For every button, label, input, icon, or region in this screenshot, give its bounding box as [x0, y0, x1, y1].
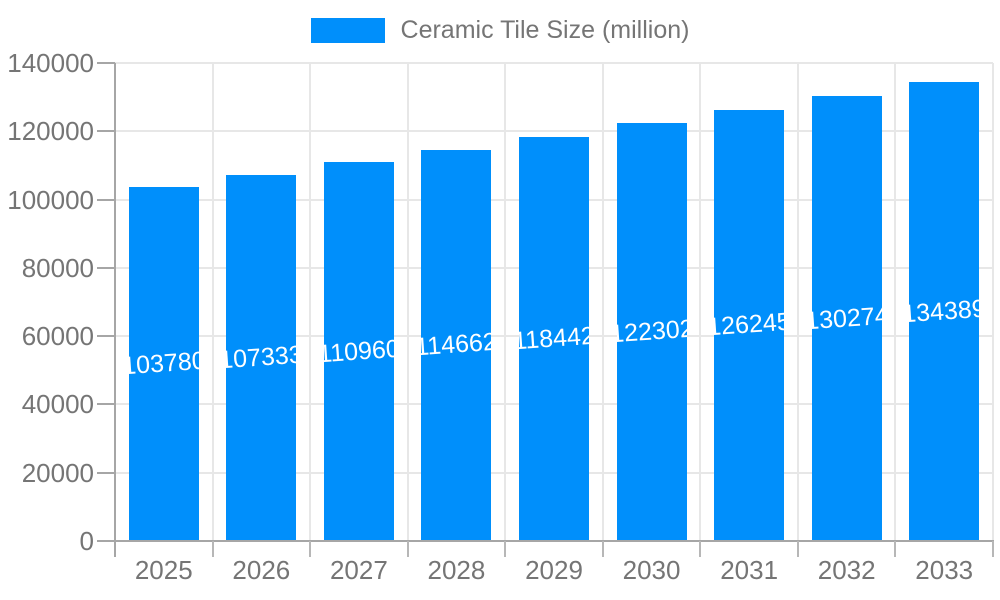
y-axis-tick	[97, 62, 115, 64]
x-axis-tick	[406, 541, 409, 557]
y-axis-tick-label: 20000	[21, 457, 94, 488]
x-axis-tick	[796, 541, 799, 557]
v-gridline	[504, 63, 507, 541]
v-gridline	[601, 63, 604, 541]
bar-2032: 130274	[811, 96, 882, 541]
h-gridline	[115, 130, 993, 133]
x-axis-line	[114, 540, 994, 542]
x-axis-tick	[211, 541, 214, 557]
bar-2028: 114662	[421, 149, 492, 541]
bar-2031: 126245	[714, 109, 785, 541]
v-gridline	[992, 63, 994, 541]
x-axis-tick	[504, 541, 507, 557]
bar-value-label: 114662	[421, 327, 492, 362]
bar-value-label: 107333	[226, 340, 297, 375]
v-gridline	[796, 63, 799, 541]
bar-2026: 107333	[226, 174, 297, 541]
bar-value-label: 118442	[519, 321, 589, 356]
legend-label: Ceramic Tile Size (million)	[400, 16, 690, 44]
y-axis-tick	[97, 335, 115, 338]
x-axis-label: 2026	[232, 555, 291, 585]
v-gridline	[406, 63, 409, 541]
x-axis-tick	[894, 541, 897, 557]
x-axis-label: 2030	[622, 555, 681, 585]
bar-value-label: 110960	[323, 334, 394, 368]
v-gridline	[699, 63, 702, 541]
bar-2033: 134389	[909, 82, 980, 541]
x-axis-label: 2025	[134, 555, 193, 585]
x-axis-tick	[992, 541, 994, 557]
bar-2029: 118442	[519, 136, 589, 541]
bar-value-label: 134389	[909, 294, 980, 328]
legend-swatch	[310, 18, 385, 43]
x-axis-tick	[699, 541, 702, 557]
x-axis-label: 2029	[525, 555, 583, 585]
y-axis-tick	[97, 540, 115, 542]
x-axis-tick	[601, 541, 604, 557]
y-axis-tick	[97, 403, 115, 406]
bar-2025: 103780	[128, 186, 199, 541]
x-axis-label: 2031	[720, 555, 779, 585]
y-axis-line	[114, 63, 116, 557]
bar-value-label: 122302	[616, 314, 687, 349]
x-axis-label: 2033	[915, 555, 974, 585]
x-axis-label: 2027	[329, 555, 388, 585]
y-axis-tick	[97, 471, 115, 474]
y-axis-tick-label: 80000	[21, 252, 94, 283]
y-axis-tick-label: 100000	[7, 184, 94, 215]
y-axis-tick	[97, 198, 115, 201]
v-gridline	[894, 63, 897, 541]
bar-value-label: 126245	[714, 308, 785, 342]
x-axis-label: 2028	[427, 555, 486, 585]
plot-area: 103780 107333 110960 114662 118442 122302 1262…	[115, 62, 994, 541]
bar-2027: 110960	[323, 162, 394, 541]
v-gridline	[211, 63, 214, 541]
v-gridline	[309, 63, 312, 541]
bar-value-label: 103780	[128, 346, 199, 381]
x-axis-label: 2032	[817, 555, 876, 585]
chart-legend-item[interactable]: Ceramic Tile Size (million)	[0, 18, 1000, 43]
y-axis-tick-label: 120000	[7, 116, 94, 147]
h-gridline	[115, 62, 993, 64]
y-axis-tick	[97, 130, 115, 133]
y-axis-tick	[97, 266, 115, 269]
bar-2030: 122302	[616, 123, 687, 541]
y-axis-tick-label: 40000	[21, 389, 94, 420]
y-axis-tick-label: 60000	[21, 321, 94, 352]
bar-value-label: 130274	[811, 301, 882, 335]
y-axis-tick-label: 140000	[7, 48, 94, 78]
y-axis-tick-label: 0	[79, 526, 94, 556]
x-axis-tick	[309, 541, 312, 557]
